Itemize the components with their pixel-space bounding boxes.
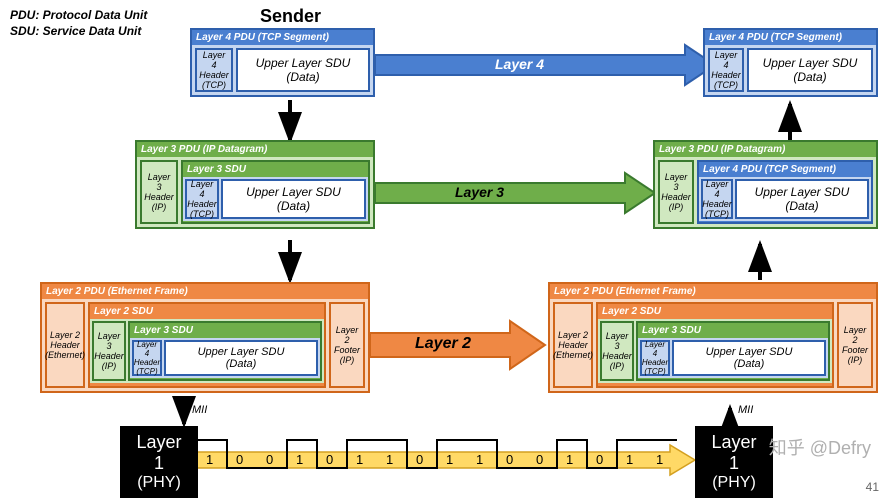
bit: 1 <box>476 452 483 467</box>
phy-left: Layer 1 (PHY) <box>120 426 198 498</box>
bit: 1 <box>386 452 393 467</box>
l4-pdu-left: Layer 4 PDU (TCP Segment) Layer 4Header(… <box>190 28 375 97</box>
l4-sdu-right: Upper Layer SDU(Data) <box>747 48 873 92</box>
l2-inner-l3sdu-left: Layer 3 SDU Layer 4Header(TCP) Upper Lay… <box>128 321 322 381</box>
l2-inner-l4hdr-left: Layer 4Header(TCP) <box>132 340 162 376</box>
l2-inner-sdu-right: Upper Layer SDU(Data) <box>672 340 826 376</box>
l3-pdu-right: Layer 3 PDU (IP Datagram) Layer 3Header(… <box>653 140 878 229</box>
l3-pdu-title-left: Layer 3 PDU (IP Datagram) <box>137 142 373 157</box>
l4-pdu-right: Layer 4 PDU (TCP Segment) Layer 4Header(… <box>703 28 878 97</box>
bit: 0 <box>536 452 543 467</box>
mii-right: MII <box>738 404 753 416</box>
bit: 0 <box>596 452 603 467</box>
l3-header-right: Layer 3Header(IP) <box>658 160 694 224</box>
l2-pdu-right: Layer 2 PDU (Ethernet Frame) Layer 2Head… <box>548 282 878 393</box>
legend-line2: SDU: Service Data Unit <box>10 24 141 38</box>
l4-sdu-left: Upper Layer SDU(Data) <box>236 48 370 92</box>
l2-sdu-wrap-left: Layer 2 SDU Layer 3Header(IP) Layer 3 SD… <box>88 302 326 388</box>
bit: 1 <box>446 452 453 467</box>
arrow-label-l3: Layer 3 <box>455 184 504 200</box>
bit: 0 <box>416 452 423 467</box>
l2-pdu-title-right: Layer 2 PDU (Ethernet Frame) <box>550 284 876 299</box>
l2-footer-left: Layer 2Footer(IP) <box>329 302 365 388</box>
bit: 0 <box>506 452 513 467</box>
mii-left: MII <box>192 404 207 416</box>
bit: 1 <box>566 452 573 467</box>
l2-inner-sdu-left: Upper Layer SDU(Data) <box>164 340 318 376</box>
l4-pdu-title-left: Layer 4 PDU (TCP Segment) <box>192 30 373 45</box>
l3-header-left: Layer 3Header(IP) <box>140 160 178 224</box>
l4-header-left: Layer 4Header(TCP) <box>195 48 233 92</box>
l2-header-left: Layer 2Header(Ethernet) <box>45 302 85 388</box>
bit: 1 <box>626 452 633 467</box>
l4-pdu-title-right: Layer 4 PDU (TCP Segment) <box>705 30 876 45</box>
l3-inner-l4hdr-right: Layer 4Header(TCP) <box>701 179 733 219</box>
bit: 1 <box>356 452 363 467</box>
l3-pdu-left: Layer 3 PDU (IP Datagram) Layer 3Header(… <box>135 140 375 229</box>
l2-inner-l3hdr-right: Layer 3Header(IP) <box>600 321 634 381</box>
l3-sdu-wrap-left: Layer 3 SDU Layer 4Header(TCP) Upper Lay… <box>181 160 370 224</box>
l2-inner-l4hdr-right: Layer 4Header(TCP) <box>640 340 670 376</box>
l3-inner-sdu-left: Upper Layer SDU(Data) <box>221 179 366 219</box>
bit: 0 <box>236 452 243 467</box>
l3-inner-l4hdr-left: Layer 4Header(TCP) <box>185 179 219 219</box>
bit: 0 <box>326 452 333 467</box>
l2-footer-right: Layer 2Footer(IP) <box>837 302 873 388</box>
sender-label: Sender <box>260 6 321 27</box>
phy-right: Layer 1 (PHY) <box>695 426 773 498</box>
bit: 1 <box>206 452 213 467</box>
bit: 1 <box>296 452 303 467</box>
arrow-label-l2: Layer 2 <box>415 335 471 353</box>
l3-inner-sdu-right: Upper Layer SDU(Data) <box>735 179 869 219</box>
l2-header-right: Layer 2Header(Ethernet) <box>553 302 593 388</box>
bit: 1 <box>656 452 663 467</box>
arrow-label-l4: Layer 4 <box>495 56 544 72</box>
l2-pdu-left: Layer 2 PDU (Ethernet Frame) Layer 2Head… <box>40 282 370 393</box>
page-number: 41 <box>866 480 879 494</box>
l3-pdu-title-right: Layer 3 PDU (IP Datagram) <box>655 142 876 157</box>
l2-pdu-title-left: Layer 2 PDU (Ethernet Frame) <box>42 284 368 299</box>
l3-sdu-wrap-right: Layer 4 PDU (TCP Segment) Layer 4Header(… <box>697 160 873 224</box>
l4-header-right: Layer 4Header(TCP) <box>708 48 744 92</box>
l2-inner-l3hdr-left: Layer 3Header(IP) <box>92 321 126 381</box>
watermark: 知乎 @Defry <box>769 434 871 460</box>
l2-sdu-wrap-right: Layer 2 SDU Layer 3Header(IP) Layer 3 SD… <box>596 302 834 388</box>
legend-line1: PDU: Protocol Data Unit <box>10 8 147 22</box>
bit: 0 <box>266 452 273 467</box>
l2-inner-l3sdu-right: Layer 3 SDU Layer 4Header(TCP) Upper Lay… <box>636 321 830 381</box>
